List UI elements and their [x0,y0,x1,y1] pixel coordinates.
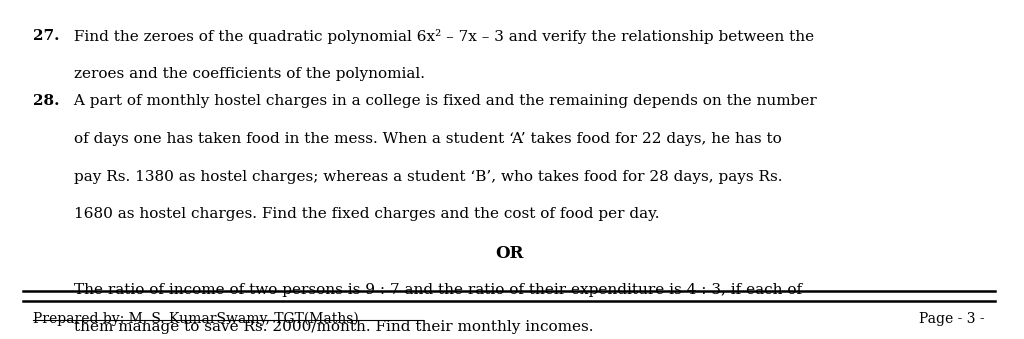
Text: pay Rs. 1380 as hostel charges; whereas a student ‘B’, who takes food for 28 day: pay Rs. 1380 as hostel charges; whereas … [74,170,782,184]
Text: 28.: 28. [33,95,59,108]
Text: A part of monthly hostel charges in a college is fixed and the remaining depends: A part of monthly hostel charges in a co… [69,95,816,108]
Text: 27.: 27. [33,29,59,43]
Text: Page - 3 -: Page - 3 - [920,312,985,326]
Text: them manage to save Rs. 2000/month. Find their monthly incomes.: them manage to save Rs. 2000/month. Find… [74,320,593,334]
Text: The ratio of income of two persons is 9 : 7 and the ratio of their expenditure i: The ratio of income of two persons is 9 … [74,283,802,297]
Text: of days one has taken food in the mess. When a student ‘A’ takes food for 22 day: of days one has taken food in the mess. … [74,132,781,146]
Text: zeroes and the coefficients of the polynomial.: zeroes and the coefficients of the polyn… [74,66,425,81]
Text: 1680 as hostel charges. Find the fixed charges and the cost of food per day.: 1680 as hostel charges. Find the fixed c… [74,207,659,221]
Text: OR: OR [495,245,523,262]
Text: Prepared by: M. S. KumarSwamy, TGT(Maths): Prepared by: M. S. KumarSwamy, TGT(Maths… [33,312,358,326]
Text: Find the zeroes of the quadratic polynomial 6x² – 7x – 3 and verify the relation: Find the zeroes of the quadratic polynom… [69,29,814,44]
